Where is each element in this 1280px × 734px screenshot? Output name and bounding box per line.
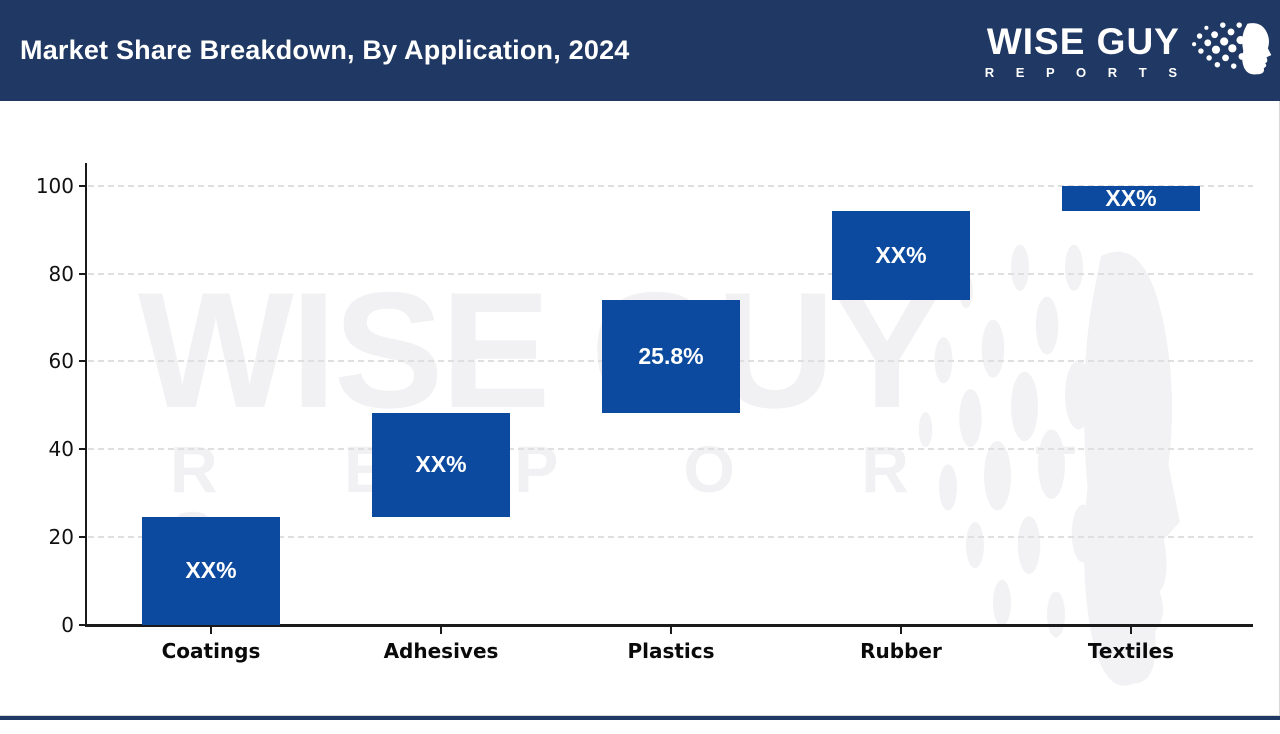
x-tick-adhesives — [440, 627, 442, 634]
x-category-label-coatings: Coatings — [161, 639, 261, 663]
bar-coatings: XX% — [142, 516, 280, 625]
bar-textiles: XX% — [1062, 185, 1200, 212]
y-axis-line — [85, 163, 87, 627]
brand-face-icon — [1190, 10, 1272, 92]
bar-label-rubber: XX% — [875, 241, 927, 268]
watermark-brand-text: WISE GUY — [138, 258, 942, 442]
bar-rubber: XX% — [832, 211, 970, 300]
y-tick-label-100: 100 — [35, 173, 74, 198]
y-tick-label-60: 60 — [48, 349, 74, 374]
x-category-label-textiles: Textiles — [1087, 639, 1175, 663]
brand-logo-text: WISE GUY R E P O R T S — [981, 23, 1186, 80]
x-axis-line — [85, 624, 1253, 627]
y-tick-label-0: 0 — [61, 613, 74, 637]
x-tick-textiles — [1130, 627, 1132, 634]
chart-title: Market Share Breakdown, By Application, … — [20, 35, 630, 65]
bar-label-adhesives: XX% — [415, 451, 467, 478]
brand-logo: WISE GUY R E P O R T S — [981, 6, 1272, 96]
gridline-20 — [88, 536, 1253, 539]
bar-label-coatings: XX% — [185, 557, 237, 584]
bar-label-plastics: 25.8% — [638, 342, 704, 369]
y-tick-40 — [79, 448, 86, 451]
footer-divider — [0, 715, 1280, 716]
y-tick-label-80: 80 — [48, 261, 74, 286]
brand-name: WISE GUY — [986, 20, 1180, 62]
x-category-label-rubber: Rubber — [860, 639, 942, 663]
y-tick-0 — [79, 624, 86, 626]
x-tick-plastics — [670, 627, 672, 634]
header: Market Share Breakdown, By Application, … — [0, 0, 1280, 101]
gridline-80 — [88, 272, 1253, 275]
x-tick-coatings — [210, 627, 212, 634]
plot-area: 0 20 40 60 80 100 XX% Coatings XX% Adhesives 25.8%… — [0, 101, 1280, 715]
y-tick-label-40: 40 — [48, 437, 74, 462]
brand-subtitle: R E P O R T S — [984, 64, 1186, 80]
x-category-label-adhesives: Adhesives — [383, 639, 499, 663]
footer-accent-bar — [0, 716, 1280, 720]
y-tick-80 — [79, 272, 86, 275]
watermark-face-icon — [912, 210, 1182, 734]
y-tick-60 — [79, 360, 86, 363]
bar-adhesives: XX% — [372, 412, 510, 517]
gridline-40 — [88, 448, 1253, 451]
bar-plastics: 25.8% — [602, 299, 740, 413]
y-tick-label-20: 20 — [48, 525, 74, 550]
y-tick-100 — [79, 184, 86, 187]
x-tick-rubber — [900, 627, 902, 634]
watermark-reports-text: R E P O R T S — [170, 432, 1130, 568]
bar-label-textiles: XX% — [1105, 185, 1157, 212]
y-tick-20 — [79, 536, 86, 539]
gridline-100 — [88, 184, 1253, 187]
x-category-label-plastics: Plastics — [627, 639, 715, 663]
